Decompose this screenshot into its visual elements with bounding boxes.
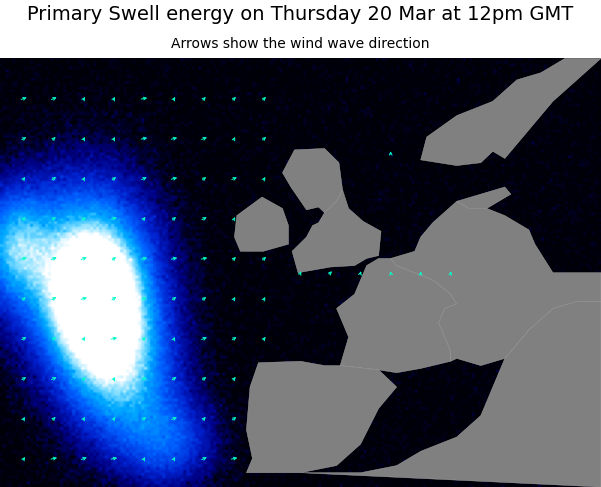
Polygon shape	[457, 187, 511, 208]
Polygon shape	[421, 58, 601, 166]
Polygon shape	[337, 259, 457, 373]
Polygon shape	[246, 361, 397, 473]
Text: Primary Swell energy on Thursday 20 Mar at 12pm GMT: Primary Swell energy on Thursday 20 Mar …	[28, 5, 573, 24]
Polygon shape	[234, 197, 288, 251]
Text: Arrows show the wind wave direction: Arrows show the wind wave direction	[171, 37, 430, 51]
Polygon shape	[391, 201, 601, 366]
Polygon shape	[282, 149, 343, 213]
Polygon shape	[300, 301, 601, 487]
Polygon shape	[292, 190, 381, 273]
